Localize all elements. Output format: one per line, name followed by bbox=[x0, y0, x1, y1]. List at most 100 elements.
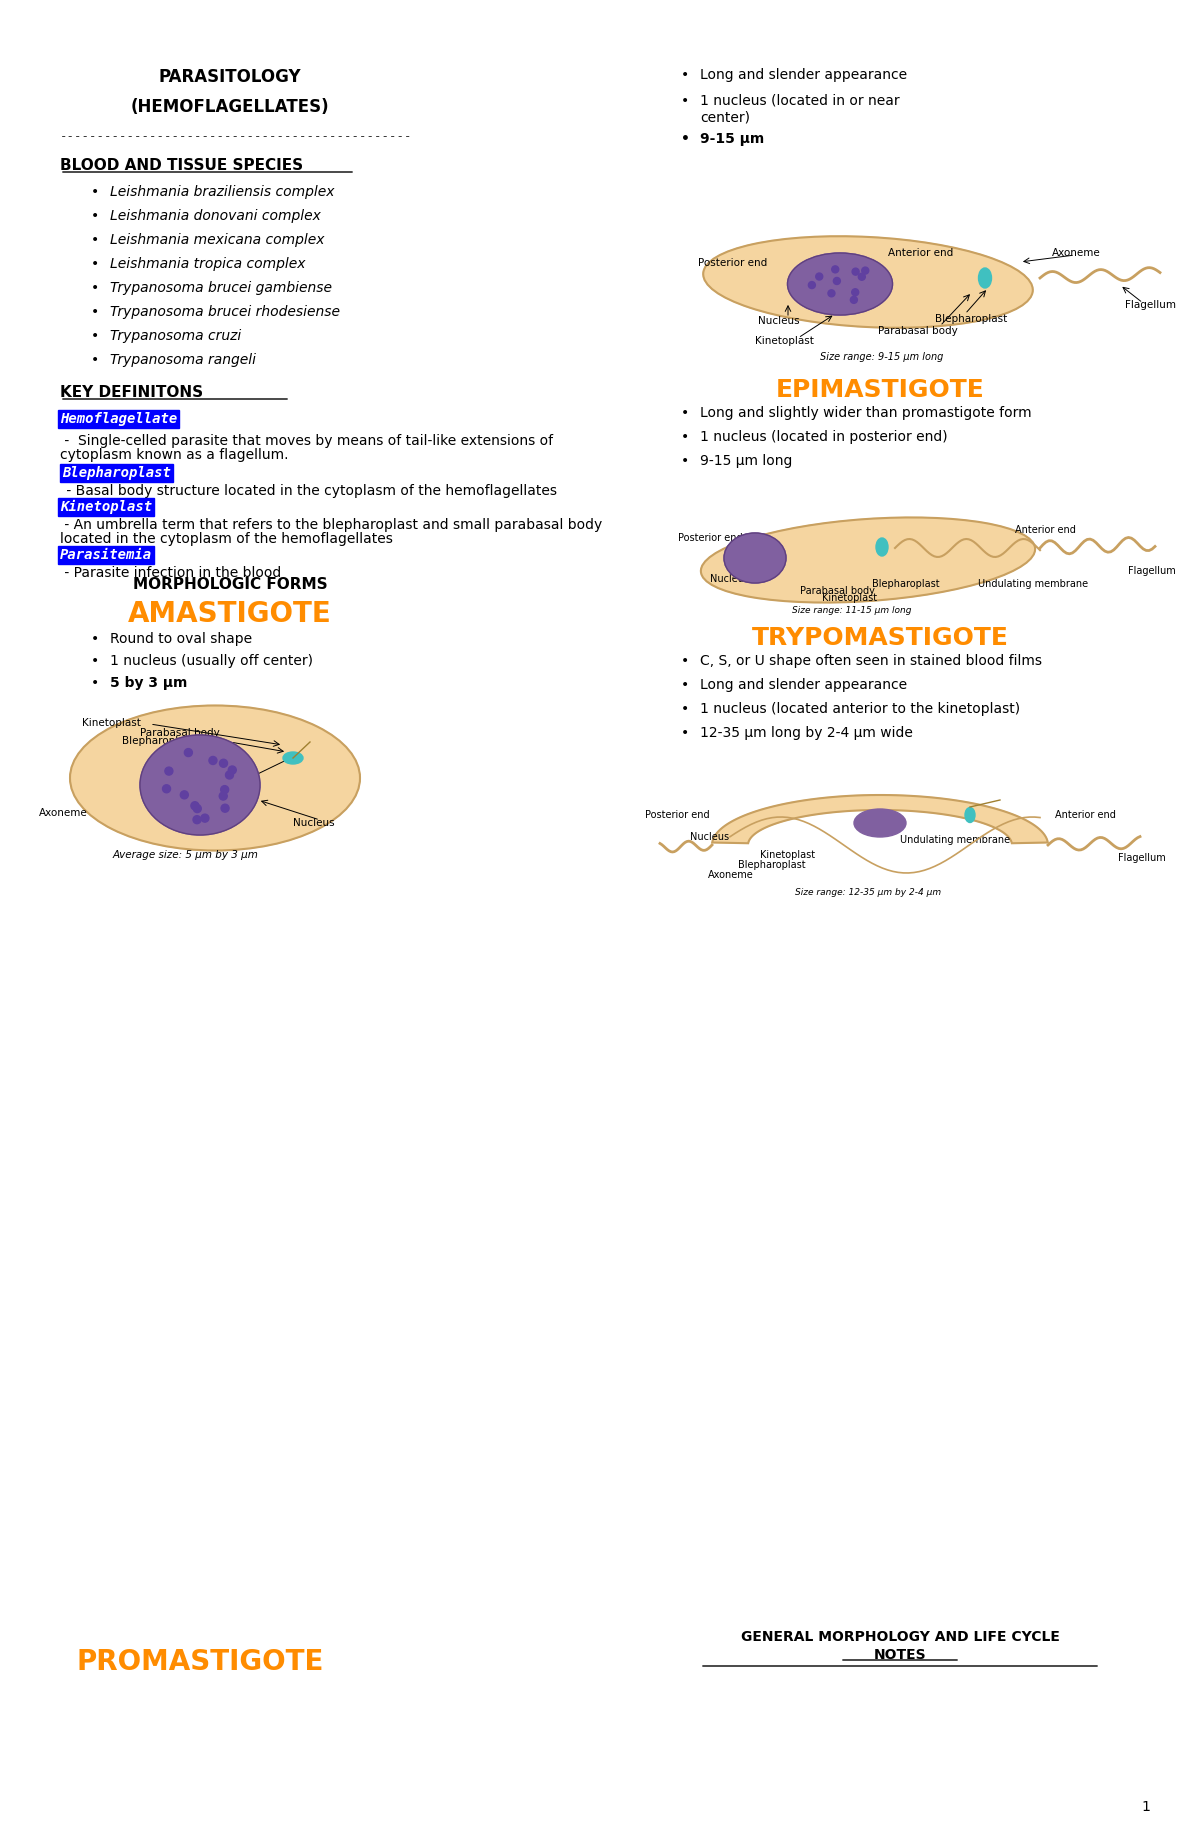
Text: •: • bbox=[680, 453, 689, 468]
Text: Flagellum: Flagellum bbox=[1128, 565, 1176, 576]
Text: - Parasite infection in the blood: - Parasite infection in the blood bbox=[60, 565, 281, 580]
Text: Parabasal body: Parabasal body bbox=[800, 585, 875, 596]
Text: located in the cytoplasm of the hemoflagellates: located in the cytoplasm of the hemoflag… bbox=[60, 532, 392, 547]
Ellipse shape bbox=[816, 273, 823, 281]
Text: - An umbrella term that refers to the blepharoplast and small parabasal body: - An umbrella term that refers to the bl… bbox=[60, 517, 602, 532]
Text: •: • bbox=[91, 653, 100, 668]
Text: PARASITOLOGY: PARASITOLOGY bbox=[158, 68, 301, 86]
Text: Long and slender appearance: Long and slender appearance bbox=[700, 68, 907, 83]
Text: (HEMOFLAGELLATES): (HEMOFLAGELLATES) bbox=[131, 97, 329, 116]
Text: •: • bbox=[91, 233, 100, 248]
Text: •: • bbox=[680, 677, 689, 692]
Ellipse shape bbox=[876, 538, 888, 556]
Text: Trypanosoma brucei gambiense: Trypanosoma brucei gambiense bbox=[110, 281, 332, 295]
Text: TRYPOMASTIGOTE: TRYPOMASTIGOTE bbox=[751, 626, 1008, 650]
Ellipse shape bbox=[191, 802, 199, 809]
Ellipse shape bbox=[852, 268, 859, 275]
Text: Axoneme: Axoneme bbox=[40, 807, 88, 818]
Text: Kinetoplast: Kinetoplast bbox=[60, 499, 152, 514]
Ellipse shape bbox=[283, 752, 302, 763]
Text: Nucleus: Nucleus bbox=[690, 831, 730, 842]
Polygon shape bbox=[713, 795, 1048, 844]
Text: 1 nucleus (usually off center): 1 nucleus (usually off center) bbox=[110, 653, 313, 668]
Text: Undulating membrane: Undulating membrane bbox=[900, 835, 1010, 844]
Text: - Basal body structure located in the cytoplasm of the hemoflagellates: - Basal body structure located in the cy… bbox=[62, 484, 557, 497]
Text: 1 nucleus (located in posterior end): 1 nucleus (located in posterior end) bbox=[700, 429, 948, 444]
Ellipse shape bbox=[701, 517, 1036, 602]
Ellipse shape bbox=[140, 736, 260, 835]
Ellipse shape bbox=[858, 273, 865, 281]
Text: Kinetoplast: Kinetoplast bbox=[822, 593, 877, 604]
Text: •: • bbox=[680, 68, 689, 83]
Text: Leishmania tropica complex: Leishmania tropica complex bbox=[110, 257, 306, 272]
Text: 9-15 μm long: 9-15 μm long bbox=[700, 453, 792, 468]
Text: •: • bbox=[91, 209, 100, 224]
Text: -  Single-celled parasite that moves by means of tail-like extensions of: - Single-celled parasite that moves by m… bbox=[60, 435, 553, 448]
Text: Size range: 12-35 μm by 2-4 μm: Size range: 12-35 μm by 2-4 μm bbox=[796, 888, 941, 897]
Ellipse shape bbox=[851, 295, 857, 303]
Text: •: • bbox=[91, 675, 100, 690]
Ellipse shape bbox=[200, 815, 209, 822]
Text: -----------------------------------------------: ----------------------------------------… bbox=[60, 130, 413, 143]
Ellipse shape bbox=[852, 288, 859, 295]
Text: Trypanosoma cruzi: Trypanosoma cruzi bbox=[110, 328, 241, 343]
Ellipse shape bbox=[833, 277, 840, 284]
Text: •: • bbox=[680, 653, 689, 668]
Ellipse shape bbox=[787, 253, 893, 316]
Text: •: • bbox=[680, 406, 689, 420]
Ellipse shape bbox=[220, 793, 227, 800]
Text: Posterior end: Posterior end bbox=[698, 259, 767, 268]
Ellipse shape bbox=[209, 756, 217, 765]
Text: •: • bbox=[680, 727, 689, 740]
Text: Undulating membrane: Undulating membrane bbox=[978, 580, 1088, 589]
Ellipse shape bbox=[809, 281, 815, 288]
Ellipse shape bbox=[965, 807, 974, 822]
Text: Nucleus: Nucleus bbox=[758, 316, 799, 327]
Text: •: • bbox=[91, 281, 100, 295]
Text: •: • bbox=[680, 429, 689, 444]
Ellipse shape bbox=[220, 760, 228, 767]
Text: 1 nucleus (located anterior to the kinetoplast): 1 nucleus (located anterior to the kinet… bbox=[700, 703, 1020, 716]
Text: Posterior end: Posterior end bbox=[646, 809, 709, 820]
Ellipse shape bbox=[164, 767, 173, 774]
Text: Hemoflagellate: Hemoflagellate bbox=[60, 413, 178, 426]
Text: •: • bbox=[91, 328, 100, 343]
Ellipse shape bbox=[862, 268, 869, 273]
Text: Size range: 11-15 μm long: Size range: 11-15 μm long bbox=[792, 606, 912, 615]
Ellipse shape bbox=[221, 785, 229, 795]
Ellipse shape bbox=[70, 705, 360, 850]
Text: Flagellum: Flagellum bbox=[1126, 299, 1176, 310]
Text: Blepharoplast: Blepharoplast bbox=[62, 466, 170, 481]
Text: Kinetoplast: Kinetoplast bbox=[82, 717, 140, 728]
Text: Parasitemia: Parasitemia bbox=[60, 549, 152, 562]
Text: EPIMASTIGOTE: EPIMASTIGOTE bbox=[775, 378, 984, 402]
Text: •: • bbox=[680, 132, 690, 147]
Text: Parabasal body: Parabasal body bbox=[878, 327, 958, 336]
Ellipse shape bbox=[162, 785, 170, 793]
Text: 9-15 μm: 9-15 μm bbox=[700, 132, 764, 147]
Ellipse shape bbox=[193, 804, 202, 813]
Text: Leishmania braziliensis complex: Leishmania braziliensis complex bbox=[110, 185, 335, 198]
Text: AMASTIGOTE: AMASTIGOTE bbox=[128, 600, 332, 628]
Text: Long and slender appearance: Long and slender appearance bbox=[700, 677, 907, 692]
Text: Leishmania mexicana complex: Leishmania mexicana complex bbox=[110, 233, 324, 248]
Ellipse shape bbox=[221, 804, 229, 813]
Text: Flagellum: Flagellum bbox=[1118, 853, 1165, 862]
Text: Average size: 5 μm by 3 μm: Average size: 5 μm by 3 μm bbox=[112, 850, 258, 861]
Text: 1: 1 bbox=[1141, 1800, 1150, 1815]
Text: Round to oval shape: Round to oval shape bbox=[110, 631, 252, 646]
Text: Size range: 9-15 μm long: Size range: 9-15 μm long bbox=[820, 352, 943, 361]
Text: 1 nucleus (located in or near
center): 1 nucleus (located in or near center) bbox=[700, 94, 900, 125]
Text: PROMASTIGOTE: PROMASTIGOTE bbox=[77, 1648, 324, 1675]
Text: Kinetoplast: Kinetoplast bbox=[760, 850, 815, 861]
Text: Posterior end: Posterior end bbox=[678, 532, 743, 543]
Text: Axoneme: Axoneme bbox=[708, 870, 754, 881]
Text: Blepharoplast: Blepharoplast bbox=[122, 736, 194, 747]
Text: •: • bbox=[91, 631, 100, 646]
Text: Axoneme: Axoneme bbox=[1052, 248, 1100, 259]
Ellipse shape bbox=[185, 749, 192, 756]
Ellipse shape bbox=[228, 765, 236, 774]
Text: KEY DEFINITONS: KEY DEFINITONS bbox=[60, 385, 203, 400]
Text: GENERAL MORPHOLOGY AND LIFE CYCLE: GENERAL MORPHOLOGY AND LIFE CYCLE bbox=[740, 1629, 1060, 1644]
Text: Blepharoplast: Blepharoplast bbox=[935, 314, 1007, 325]
